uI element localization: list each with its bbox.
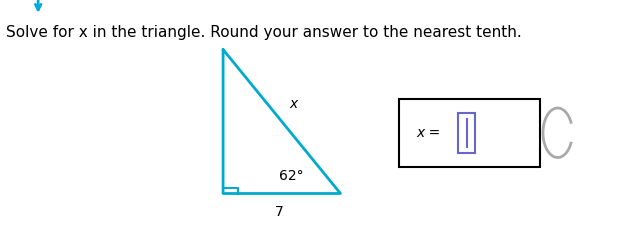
Text: x: x [290,96,298,110]
Bar [458,113,475,153]
Text: 7: 7 [275,205,283,219]
Text: Solve for x in the triangle. Round your answer to the nearest tenth.: Solve for x in the triangle. Round your … [6,25,522,40]
Text: 62°: 62° [279,168,303,183]
Bar [399,99,540,167]
Text: x =: x = [417,126,441,140]
